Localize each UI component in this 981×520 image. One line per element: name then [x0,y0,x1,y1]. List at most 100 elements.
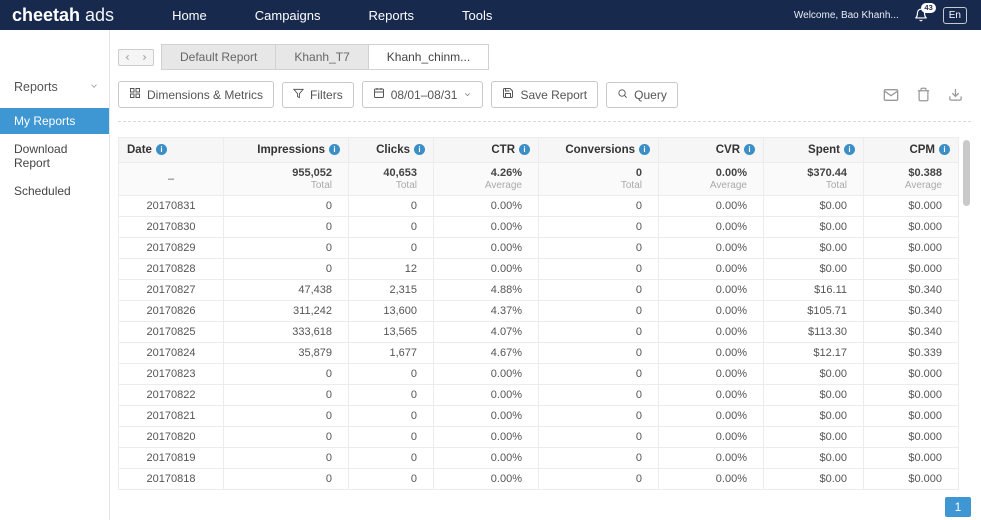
sidebar-item-scheduled[interactable]: Scheduled [14,184,71,198]
column-header-cvr[interactable]: CVR [658,137,764,163]
value-cell: 0 [223,468,349,490]
table-row: 20170820 0 0 0.00% 0 0.00% $0.00 $0.000 [118,426,959,448]
value-cell: 2,315 [348,279,434,301]
main-nav: Home Campaigns Reports Tools [172,8,492,23]
tab-khanh-t7[interactable]: Khanh_T7 [275,44,369,70]
welcome-text[interactable]: Welcome, Bao Khanh... [793,9,899,21]
column-label: Conversions [565,144,635,156]
tab-scroll-right-icon[interactable] [136,50,153,65]
nav-reports[interactable]: Reports [368,7,415,23]
value-cell: $0.000 [863,195,959,217]
column-header-clicks[interactable]: Clicks [348,137,434,163]
nav-home[interactable]: Home [172,7,207,23]
value-cell: 0.00% [433,237,539,259]
value-cell: $12.17 [763,342,864,364]
brand-bold: cheetah [12,4,81,25]
query-button[interactable]: Query [606,81,678,108]
value-cell: $105.71 [763,300,864,322]
toolbar-separator [118,121,971,122]
notification-bell-icon[interactable]: 43 [914,3,936,22]
pagination: 1 [945,497,971,517]
search-icon [617,88,628,102]
page-button-1[interactable]: 1 [945,497,971,517]
nav-tools[interactable]: Tools [462,7,493,23]
summary-aggregation-label: Average [904,180,942,191]
trash-icon[interactable] [916,87,931,102]
info-icon[interactable] [639,144,650,155]
value-cell: 0.00% [658,426,764,448]
column-header-spent[interactable]: Spent [763,137,864,163]
tab-default-report[interactable]: Default Report [161,44,277,70]
summary-row: –955,052 Total 40,653 Total 4.26% Average 0 Tot… [118,162,959,196]
language-selector[interactable]: En [942,6,967,24]
query-label: Query [634,87,667,102]
download-icon[interactable] [948,87,963,102]
info-icon[interactable] [329,144,340,155]
value-cell: 0 [538,447,659,469]
value-cell: $0.000 [863,426,959,448]
vertical-scrollbar[interactable] [963,137,970,490]
value-cell: $0.000 [863,258,959,280]
summary-value: 0.00% [715,167,747,179]
value-cell: 0.00% [658,405,764,427]
sidebar-item-download-report[interactable]: Download Report [14,142,68,170]
value-cell: 35,879 [223,342,349,364]
column-header-impressions[interactable]: Impressions [223,137,349,163]
nav-campaigns[interactable]: Campaigns [254,7,321,23]
value-cell: $0.000 [863,363,959,385]
save-report-label: Save Report [520,87,588,102]
info-icon[interactable] [519,144,530,155]
tab-khanh-chinm[interactable]: Khanh_chinm... [367,44,490,70]
summary-date-cell: – [118,162,224,196]
tab-scroll-left-icon[interactable] [119,50,136,65]
value-cell: 0 [538,384,659,406]
value-cell: 0.00% [433,447,539,469]
report-toolbar: Dimensions & Metrics Filters 08/01–08/31 [118,81,963,108]
sidebar-section-reports[interactable]: Reports [0,74,109,100]
page-body: Reports My Reports Download Report Sched… [0,30,981,520]
summary-cell: 4.26% Average [433,162,539,196]
email-icon[interactable] [883,87,899,103]
value-cell: 0.00% [433,195,539,217]
info-icon[interactable] [155,144,167,155]
value-cell: $0.000 [863,447,959,469]
value-cell: 0.00% [433,384,539,406]
table-row: 20170827 47,438 2,315 4.88% 0 0.00% $16.11 $0.3… [118,279,959,301]
save-report-button[interactable]: Save Report [491,81,599,108]
info-icon[interactable] [844,144,855,155]
column-header-ctr[interactable]: CTR [433,137,539,163]
sidebar-item-my-reports[interactable]: My Reports [0,108,109,134]
table-row: 20170823 0 0 0.00% 0 0.00% $0.00 $0.000 [118,363,959,385]
value-cell: $16.11 [763,279,864,301]
summary-value: 955,052 [292,167,332,179]
info-icon[interactable] [939,144,950,155]
value-cell: 0 [348,447,434,469]
column-header-date[interactable]: Date [118,137,224,163]
value-cell: 0 [348,405,434,427]
filters-button[interactable]: Filters [282,81,354,108]
column-label: Spent [808,144,840,156]
save-icon [502,87,514,102]
value-cell: 0 [223,237,349,259]
value-cell: 4.07% [433,321,539,343]
value-cell: 0.00% [433,258,539,280]
info-icon[interactable] [744,144,755,155]
value-cell: 12 [348,258,434,280]
date-range-button[interactable]: 08/01–08/31 [361,81,484,108]
value-cell: 4.88% [433,279,539,301]
summary-aggregation-label: Total [620,180,642,191]
info-icon[interactable] [414,144,425,155]
grid-icon [129,87,141,102]
value-cell: 0 [223,258,349,280]
value-cell: 0 [538,342,659,364]
value-cell: $0.000 [863,405,959,427]
scrollbar-thumb[interactable] [963,140,970,206]
filter-funnel-icon [292,88,305,102]
table-header-row: Date Impressions Clicks CTR Conversions … [118,137,959,163]
brand-logo[interactable]: cheetah ads [12,5,114,26]
column-header-cpm[interactable]: CPM [863,137,959,163]
column-header-conversions[interactable]: Conversions [538,137,659,163]
value-cell: $0.000 [863,216,959,238]
dimensions-metrics-button[interactable]: Dimensions & Metrics [118,81,275,108]
table-row: 20170829 0 0 0.00% 0 0.00% $0.00 $0.000 [118,237,959,259]
